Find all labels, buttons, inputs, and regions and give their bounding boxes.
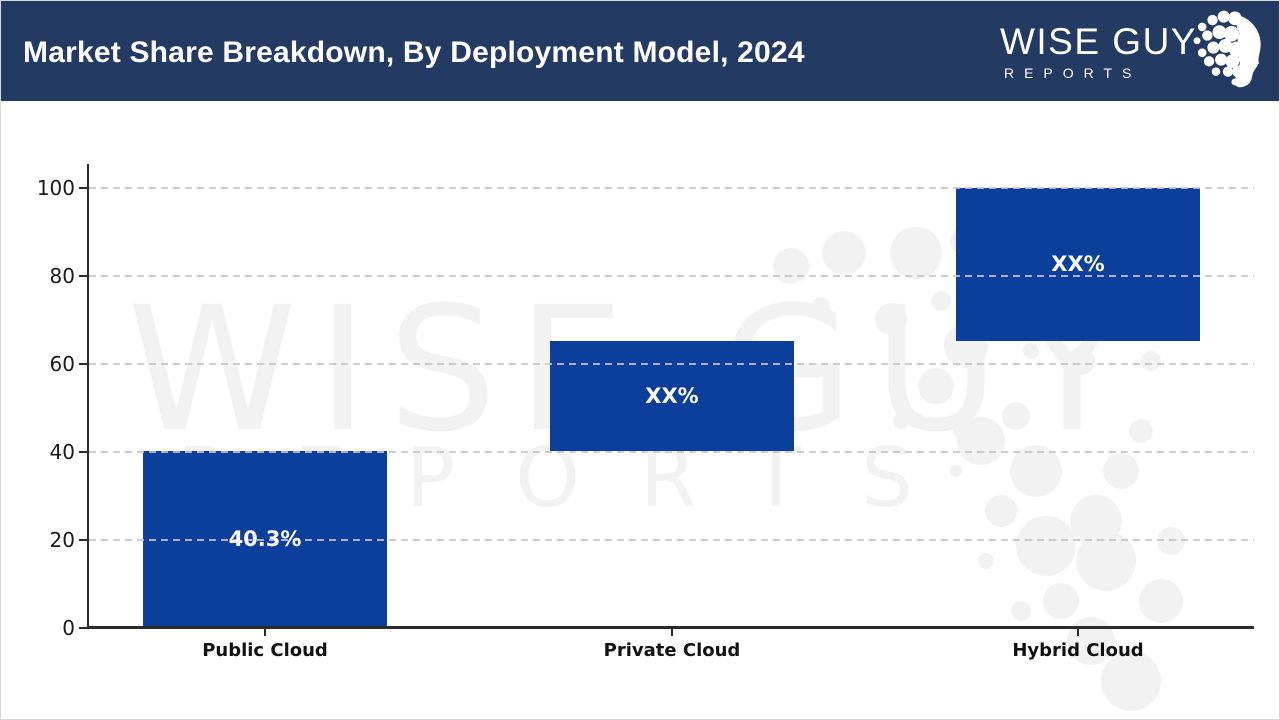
- y-tick-label-80: 80: [49, 264, 75, 288]
- category-label-public-cloud: Public Cloud: [202, 640, 328, 661]
- gridline-80: [89, 275, 1254, 277]
- x-tick-mark: [1077, 627, 1079, 636]
- y-axis-line: [87, 164, 89, 629]
- y-tick-label-60: 60: [49, 352, 75, 376]
- y-tick-mark: [79, 539, 88, 541]
- face-profile-icon: [1193, 10, 1261, 88]
- gridline-40: [89, 451, 1254, 453]
- category-label-hybrid-cloud: Hybrid Cloud: [1012, 640, 1144, 661]
- y-tick-mark: [79, 451, 88, 453]
- x-tick-mark: [264, 627, 266, 636]
- bar-private-cloud[interactable]: [550, 340, 794, 451]
- y-tick-label-0: 0: [62, 616, 75, 640]
- header-bar: Market Share Breakdown, By Deployment Mo…: [1, 1, 1279, 101]
- x-tick-mark: [671, 627, 673, 636]
- gridline-100: [89, 187, 1254, 189]
- y-tick-label-40: 40: [49, 440, 75, 464]
- brand-subname: REPORTS: [1003, 64, 1142, 81]
- y-tick-label-20: 20: [49, 528, 75, 552]
- y-tick-mark: [79, 275, 88, 277]
- y-tick-label-100: 100: [36, 176, 75, 200]
- y-tick-mark: [79, 187, 88, 189]
- x-axis-line: [87, 626, 1254, 629]
- category-label-private-cloud: Private Cloud: [603, 640, 741, 661]
- bar-value-label-public-cloud: 40.3%: [228, 527, 302, 552]
- brand-logo-text: WISE GUY REPORTS: [999, 20, 1197, 81]
- brand-name: WISE GUY: [999, 20, 1197, 62]
- bar-value-label-private-cloud: XX%: [645, 383, 699, 408]
- gridline-60: [89, 363, 1254, 365]
- y-tick-mark: [79, 627, 88, 629]
- bar-value-label-hybrid-cloud: XX%: [1051, 252, 1105, 277]
- bar-hybrid-cloud[interactable]: [956, 188, 1200, 341]
- gridline-20: [89, 539, 1254, 541]
- page-title: Market Share Breakdown, By Deployment Mo…: [23, 36, 805, 69]
- brand-logo: WISE GUY REPORTS: [1000, 5, 1271, 97]
- y-tick-mark: [79, 363, 88, 365]
